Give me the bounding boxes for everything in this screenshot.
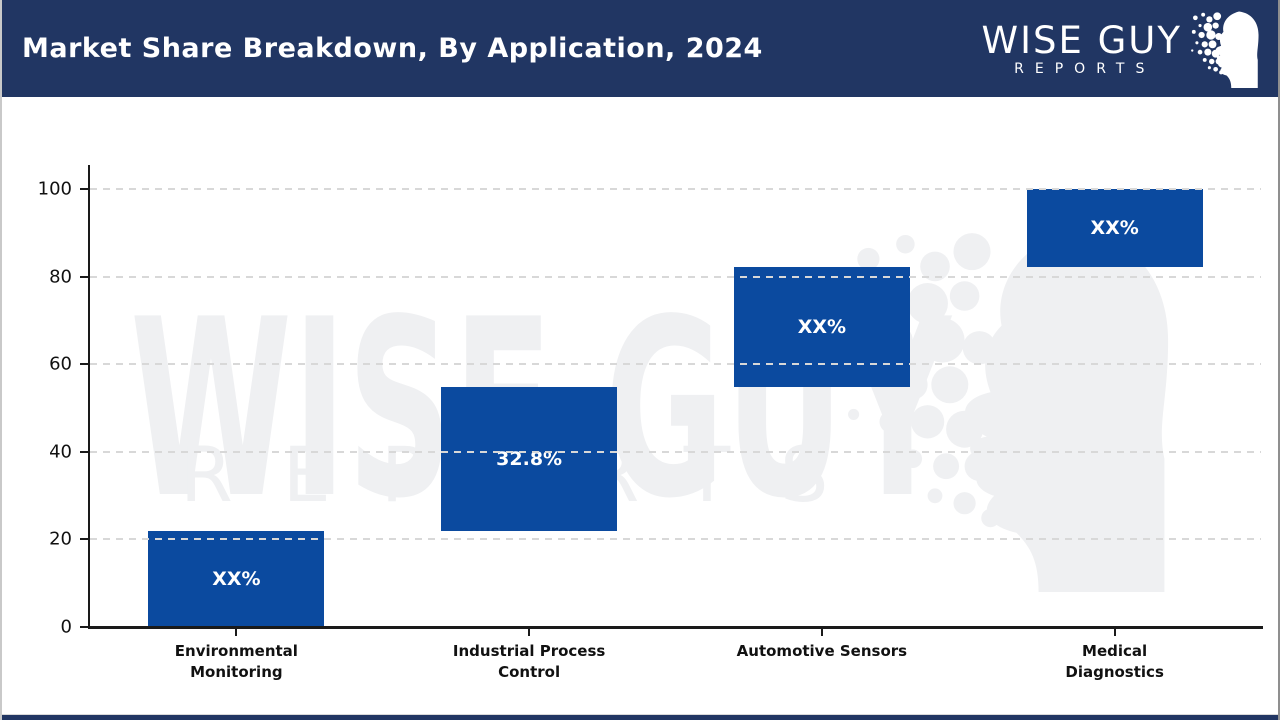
bottom-divider <box>2 714 1278 715</box>
x-tick-label-industrial-process-control: Industrial Process Control <box>452 642 606 681</box>
y-tickmark-80 <box>80 275 88 278</box>
bar-value-label: XX% <box>1090 217 1139 240</box>
header-bar: Market Share Breakdown, By Application, … <box>2 0 1278 97</box>
y-tick-label-0: 0 <box>60 616 72 638</box>
y-tickmark-20 <box>80 538 88 541</box>
gridline-100 <box>90 188 1261 191</box>
logo-subtitle-text: REPORTS <box>1014 60 1156 77</box>
gridline-20 <box>90 538 1261 541</box>
y-tickmark-40 <box>80 450 88 453</box>
page-title: Market Share Breakdown, By Application, … <box>22 33 763 64</box>
bar-medical-diagnostics: XX% <box>1026 189 1203 268</box>
y-tick-label-20: 20 <box>49 528 72 550</box>
y-tick-label-80: 80 <box>49 266 72 288</box>
x-tickmark-0 <box>235 628 238 636</box>
bar-value-label: 32.8% <box>496 447 563 470</box>
y-tick-label-40: 40 <box>49 441 72 463</box>
y-tickmark-60 <box>80 363 88 366</box>
logo-dotted-head-icon <box>1191 11 1259 88</box>
x-axis <box>88 626 1263 629</box>
y-axis <box>88 165 90 627</box>
bar-automotive-sensors: XX% <box>733 267 910 388</box>
logo-wordmark: WISE GUY REPORTS <box>982 22 1182 76</box>
x-tick-label-automotive-sensors: Automotive Sensors <box>736 642 908 660</box>
y-tick-label-60: 60 <box>49 353 72 375</box>
logo-title-text: WISE GUY <box>981 18 1182 62</box>
wise-guy-logo: WISE GUY REPORTS <box>982 9 1264 89</box>
x-tickmark-1 <box>528 628 531 636</box>
y-tick-label-100: 100 <box>37 178 72 200</box>
x-tickmark-3 <box>1113 628 1116 636</box>
gridline-40 <box>90 450 1261 453</box>
gridline-60 <box>90 363 1261 366</box>
y-tickmark-100 <box>80 188 88 191</box>
bar-value-label: XX% <box>797 316 847 339</box>
plot-area: XX% 32.8% XX% XX% <box>88 165 1263 629</box>
x-tick-label-medical-diagnostics: Medical Diagnostics <box>1065 642 1164 681</box>
chart-area: WISE GUY REPORTS XX%32.8%XX%XX% 02040608… <box>2 97 1278 715</box>
footer-strip <box>2 715 1278 720</box>
gridline-80 <box>90 275 1261 278</box>
y-tickmark-0 <box>80 626 88 628</box>
x-tick-label-environmental-monitoring: Environmental Monitoring <box>174 642 298 681</box>
bar-value-label: XX% <box>212 567 261 590</box>
bar-industrial-process-control: 32.8% <box>441 387 618 531</box>
x-tickmark-2 <box>820 628 823 636</box>
bar-environmental-monitoring: XX% <box>148 530 325 627</box>
